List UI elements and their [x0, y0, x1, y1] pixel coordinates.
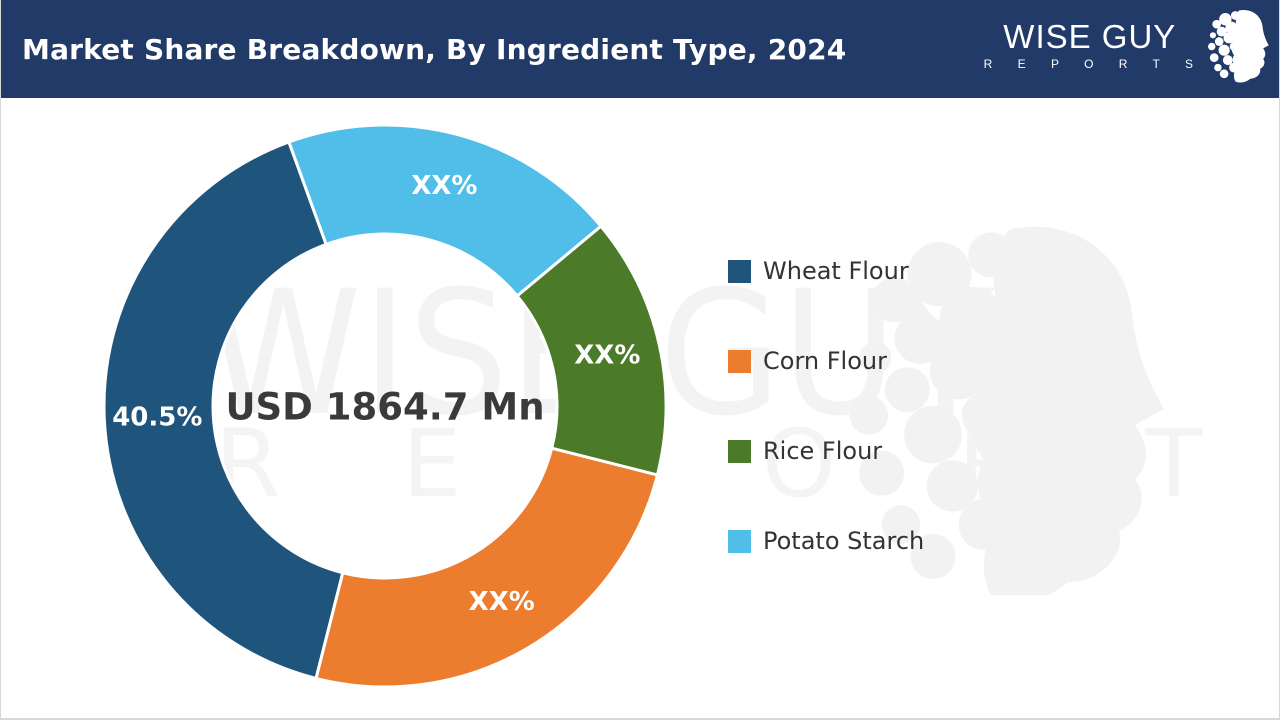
- logo-reports-text: R E P O R T S: [983, 56, 1204, 71]
- slice-label-rice-flour: XX%: [574, 340, 640, 370]
- legend-label-rice-flour: Rice Flour: [763, 437, 883, 465]
- donut-segment-wheat-flour: [102, 140, 345, 681]
- legend-label-corn-flour: Corn Flour: [763, 347, 887, 375]
- legend-item-corn-flour: Corn Flour: [728, 338, 924, 384]
- logo-text: WISE GUY R E P O R T S: [976, 18, 1204, 71]
- legend-item-wheat-flour: Wheat Flour: [728, 248, 924, 294]
- slice-label-wheat-flour: 40.5%: [112, 403, 202, 433]
- chart-center-value: USD 1864.7 Mn: [225, 385, 545, 429]
- legend-item-potato-starch: Potato Starch: [728, 518, 924, 564]
- legend-label-potato-starch: Potato Starch: [763, 527, 925, 555]
- legend-swatch-wheat-flour: [728, 259, 751, 283]
- page-title: Market Share Breakdown, By Ingredient Ty…: [22, 32, 847, 66]
- chart-legend: Wheat Flour Corn Flour Rice Flour Potato…: [728, 248, 924, 608]
- wise-guy-reports-logo: WISE GUY R E P O R T S: [976, 4, 1270, 84]
- header-bar: Market Share Breakdown, By Ingredient Ty…: [0, 0, 1280, 98]
- donut-segment-potato-starch: [286, 123, 604, 299]
- legend-swatch-corn-flour: [728, 349, 751, 373]
- logo-head-icon: [1208, 10, 1269, 83]
- legend-label-wheat-flour: Wheat Flour: [763, 257, 909, 285]
- logo-brand-text: WISE GUY: [1003, 17, 1177, 55]
- donut-segment-corn-flour: [314, 446, 660, 689]
- slice-label-potato-starch: XX%: [411, 171, 477, 201]
- slice-label-corn-flour: XX%: [469, 587, 535, 617]
- legend-swatch-potato-starch: [728, 529, 751, 553]
- legend-swatch-rice-flour: [728, 439, 751, 463]
- legend-item-rice-flour: Rice Flour: [728, 428, 924, 474]
